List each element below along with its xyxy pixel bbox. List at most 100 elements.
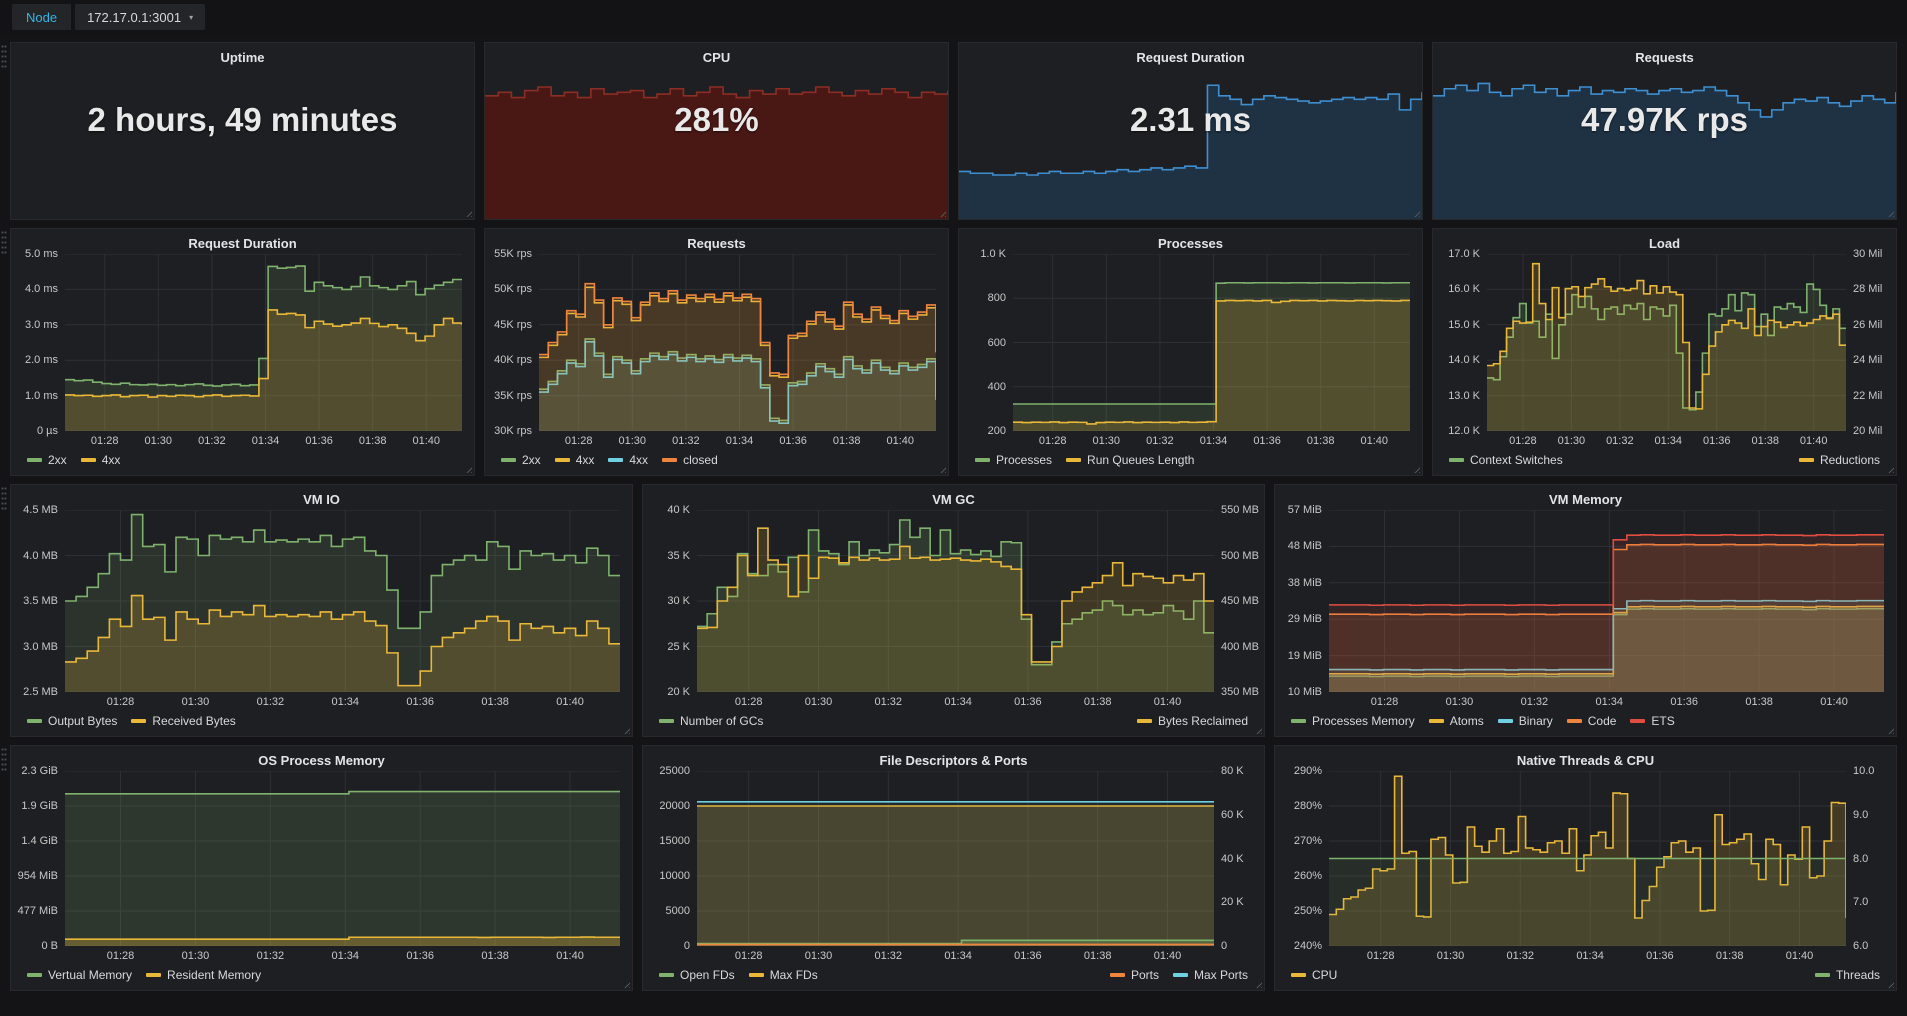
legend-item-ports[interactable]: Ports (1109, 968, 1159, 982)
legend-item-vertual-memory[interactable]: Vertual Memory (27, 968, 132, 982)
legend-item-resident-memory[interactable]: Resident Memory (146, 968, 261, 982)
y-axis-label: 30K rps (494, 425, 532, 437)
panel-title[interactable]: Uptime (220, 50, 265, 65)
legend-item-max-ports[interactable]: Max Ports (1172, 968, 1248, 982)
legend-item-4xx[interactable]: 4xx (608, 453, 648, 467)
legend-item-threads[interactable]: Threads (1814, 968, 1880, 982)
legend-item-4xx[interactable]: 4xx (80, 453, 120, 467)
panel-title[interactable]: CPU (702, 50, 731, 65)
chart-canvas[interactable] (697, 510, 1214, 692)
panel-resize-handle[interactable] (1886, 726, 1894, 734)
x-axis-label: 01:30 (1092, 435, 1121, 447)
legend-item-2xx[interactable]: 2xx (501, 453, 541, 467)
processes-chart: 1.0 K 800 600 400 200 01:28 01:30 01:32 01:34 01:… (959, 248, 1422, 475)
row-drag-handle[interactable] (1, 486, 7, 512)
chart-canvas[interactable] (65, 510, 620, 692)
row-drag-handle[interactable] (1, 747, 7, 773)
chart-legend: Vertual Memory Resident Memory (11, 965, 632, 987)
y-axis-label: 57 MiB (1287, 504, 1322, 516)
row-drag-handle[interactable] (1, 44, 7, 70)
panel-resize-handle[interactable] (938, 209, 946, 217)
panel-resize-handle[interactable] (622, 726, 630, 734)
legend-item-atoms[interactable]: Atoms (1428, 714, 1484, 728)
panel-title[interactable]: VM GC (932, 492, 975, 507)
panel-resize-handle[interactable] (464, 465, 472, 473)
chart-canvas[interactable] (697, 771, 1214, 946)
legend-item-processes-memory[interactable]: Processes Memory (1291, 714, 1415, 728)
x-axis-label: 01:28 (1370, 696, 1399, 708)
legend-item-reductions[interactable]: Reductions (1798, 453, 1880, 467)
cpu-sparkline (485, 43, 948, 219)
y-axis-label: 280% (1293, 800, 1322, 812)
x-axis-label: 01:40 (556, 696, 584, 708)
legend-item-received-bytes[interactable]: Received Bytes (131, 714, 236, 728)
y-axis-label: 25 K (667, 640, 690, 653)
legend-item-open-fds[interactable]: Open FDs (659, 968, 735, 982)
legend-item-number-of-gcs[interactable]: Number of GCs (659, 714, 763, 728)
legend-item-context-switches[interactable]: Context Switches (1449, 453, 1563, 467)
panel-title[interactable]: File Descriptors & Ports (879, 753, 1028, 768)
y-axis-label: 15.0 K (1448, 318, 1480, 331)
panel-resize-handle[interactable] (1412, 465, 1420, 473)
panel-resize-handle[interactable] (464, 209, 472, 217)
series-line-open-fds (697, 940, 1214, 943)
legend-item-output-bytes[interactable]: Output Bytes (27, 714, 117, 728)
y-axis-left: 17.0 K 16.0 K 15.0 K 14.0 K 13.0 K 12.0 K (1433, 248, 1487, 437)
y-axis-label: 3.5 MB (23, 595, 58, 607)
panel-title[interactable]: Request Duration (188, 236, 297, 251)
x-axis-label: 01:38 (1745, 696, 1773, 708)
chart-canvas[interactable] (1329, 771, 1846, 946)
x-axis-label: 01:30 (1445, 696, 1474, 708)
legend-item-closed[interactable]: closed (662, 453, 718, 467)
panel-title[interactable]: Requests (687, 236, 746, 251)
chart-canvas[interactable] (1329, 510, 1884, 692)
y-axis-label: 20 Mil (1853, 425, 1883, 437)
panel-load-graph: Load 17.0 K 16.0 K 15.0 K 14.0 K 13.0 K 12.0 … (1432, 228, 1897, 476)
series-line-processes (1013, 283, 1410, 404)
panel-resize-handle[interactable] (1886, 209, 1894, 217)
panel-title[interactable]: Load (1648, 236, 1681, 251)
legend-item-processes[interactable]: Processes (975, 453, 1052, 467)
top-navbar: Node 172.17.0.1:3001 ▾ (0, 0, 1907, 34)
series-line-context-switches (1487, 284, 1846, 410)
chart-canvas[interactable] (539, 254, 936, 431)
legend-color-swatch (1566, 719, 1582, 723)
panel-resize-handle[interactable] (938, 465, 946, 473)
x-axis-label: 01:28 (1038, 435, 1067, 447)
legend-item-max-fds[interactable]: Max FDs (748, 968, 818, 982)
node-variable-dropdown[interactable]: 172.17.0.1:3001 ▾ (75, 4, 206, 30)
chart-canvas[interactable] (1487, 254, 1846, 431)
panel-title[interactable]: Processes (1157, 236, 1224, 251)
legend-color-swatch (1497, 719, 1513, 723)
load-chart: 17.0 K 16.0 K 15.0 K 14.0 K 13.0 K 12.0 K 30 M… (1433, 248, 1896, 475)
legend-item-cpu[interactable]: CPU (1291, 968, 1337, 982)
x-axis-label: 01:28 (734, 950, 763, 962)
legend-item-binary[interactable]: Binary (1497, 714, 1553, 728)
panel-title[interactable]: VM Memory (1549, 492, 1622, 507)
legend-item-4xx[interactable]: 4xx (554, 453, 594, 467)
x-axis-label: 01:30 (804, 696, 833, 708)
panel-title[interactable]: VM IO (303, 492, 340, 507)
panel-resize-handle[interactable] (1886, 980, 1894, 988)
panel-title[interactable]: Requests (1635, 50, 1694, 65)
panel-resize-handle[interactable] (622, 980, 630, 988)
row-drag-handle[interactable] (1, 230, 7, 256)
chart-canvas[interactable] (1013, 254, 1410, 431)
panel-resize-handle[interactable] (1254, 726, 1262, 734)
legend-item-bytes-reclaimed[interactable]: Bytes Reclaimed (1136, 714, 1248, 728)
panel-title[interactable]: Request Duration (1136, 50, 1245, 65)
chart-canvas[interactable] (65, 254, 462, 431)
y-axis-label: 0 µs (36, 425, 58, 437)
panel-title[interactable]: OS Process Memory (258, 753, 385, 768)
legend-item-code[interactable]: Code (1566, 714, 1616, 728)
panel-resize-handle[interactable] (1886, 465, 1894, 473)
legend-item-ets[interactable]: ETS (1630, 714, 1675, 728)
chart-canvas[interactable] (65, 771, 620, 946)
y-axis-left: 25000 20000 15000 10000 5000 0 (643, 765, 697, 952)
x-axis-label: 01:38 (358, 435, 387, 447)
legend-item-2xx[interactable]: 2xx (27, 453, 67, 467)
legend-item-run-queues-length[interactable]: Run Queues Length (1066, 453, 1194, 467)
panel-resize-handle[interactable] (1254, 980, 1262, 988)
panel-resize-handle[interactable] (1412, 209, 1420, 217)
panel-title[interactable]: Native Threads & CPU (1516, 753, 1655, 768)
